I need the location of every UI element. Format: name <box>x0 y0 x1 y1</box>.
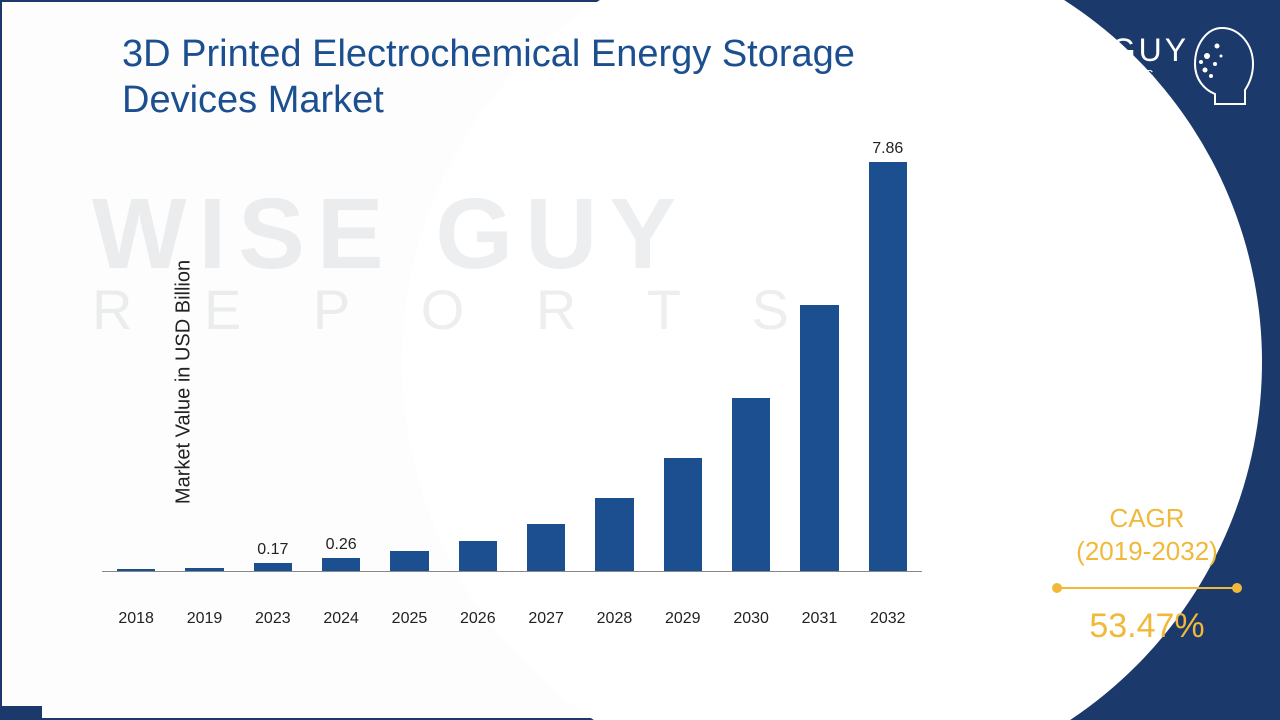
chart-plot: 0.17 0.26 7.86 <box>102 162 922 572</box>
x-tick-label: 2029 <box>649 610 717 628</box>
bar <box>322 558 360 572</box>
x-tick-label: 2026 <box>444 610 512 628</box>
bar-slot <box>375 551 443 572</box>
x-tick-label: 2019 <box>170 610 238 628</box>
bottom-accent-strip <box>2 706 42 718</box>
x-tick-label: 2030 <box>717 610 785 628</box>
cagr-block: CAGR (2019-2032) 53.47% <box>1022 502 1272 646</box>
x-tick-label: 2028 <box>580 610 648 628</box>
bar <box>664 458 702 572</box>
cagr-label-line1: CAGR <box>1109 503 1184 533</box>
chart-area: Market Value in USD Billion 0.170.267.86… <box>82 162 922 602</box>
bar-value-label: 0.17 <box>257 541 288 559</box>
x-axis-labels: 2018201920232024202520262027202820292030… <box>102 610 922 628</box>
brand-logo: WISEGUY REPORTS <box>1017 32 1267 82</box>
x-tick-label: 2023 <box>239 610 307 628</box>
bar-slot <box>717 398 785 572</box>
bar-slot: 0.26 <box>307 558 375 572</box>
bar-slot: 7.86 <box>854 162 922 572</box>
x-tick-label: 2024 <box>307 610 375 628</box>
brand-head-icon <box>1187 26 1257 106</box>
bar <box>869 162 907 572</box>
cagr-label: CAGR (2019-2032) <box>1022 502 1272 567</box>
bar-slot <box>785 305 853 572</box>
bar <box>459 541 497 572</box>
x-tick-label: 2025 <box>375 610 443 628</box>
bar <box>732 398 770 572</box>
bar <box>527 524 565 572</box>
bars-container: 0.17 0.26 7.86 <box>102 162 922 572</box>
bar <box>595 498 633 572</box>
bar-slot <box>512 524 580 572</box>
x-tick-label: 2018 <box>102 610 170 628</box>
bar-slot <box>444 541 512 572</box>
chart-baseline <box>102 571 922 572</box>
chart-title: 3D Printed Electrochemical Energy Storag… <box>122 32 862 123</box>
bar <box>390 551 428 572</box>
bar-slot <box>580 498 648 572</box>
page-root: WISE GUY R E P O R T S 3D Printed Electr… <box>0 0 1280 720</box>
bar-value-label: 0.26 <box>326 536 357 554</box>
x-tick-label: 2027 <box>512 610 580 628</box>
cagr-divider <box>1057 587 1237 589</box>
bar-value-label: 7.86 <box>872 140 903 158</box>
cagr-label-line2: (2019-2032) <box>1076 536 1218 566</box>
x-tick-label: 2032 <box>854 610 922 628</box>
bar <box>800 305 838 572</box>
cagr-value: 53.47% <box>1022 607 1272 646</box>
bar-slot <box>649 458 717 572</box>
x-tick-label: 2031 <box>785 610 853 628</box>
